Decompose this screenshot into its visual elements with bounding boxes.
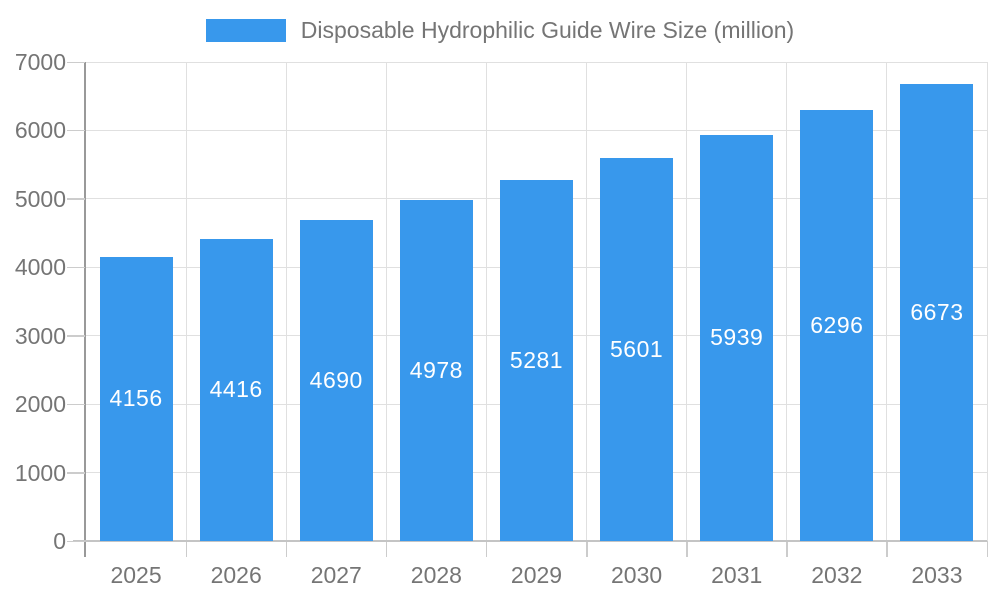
x-axis-tick-label: 2025 xyxy=(110,562,162,588)
y-gridline xyxy=(86,129,987,131)
y-axis-tick xyxy=(67,335,85,337)
y-gridline xyxy=(86,61,987,63)
x-gridline xyxy=(986,62,988,541)
x-axis-tick xyxy=(786,541,788,557)
x-gridline xyxy=(485,62,487,541)
legend-swatch-icon xyxy=(205,19,286,42)
x-axis-tick-label: 2031 xyxy=(711,562,763,588)
plot-area: 4156 4416 4690 4978 5281 5601 5939 6296 6673 xyxy=(73,61,988,557)
x-axis-tick xyxy=(185,541,188,557)
bar-value-label: 5601 xyxy=(610,335,664,362)
x-axis-tick-label: 2030 xyxy=(611,562,663,588)
y-axis-tick xyxy=(67,129,85,132)
x-gridline xyxy=(285,62,287,541)
y-axis-tick-label: 6000 xyxy=(14,117,66,144)
y-axis-tick-label: 1000 xyxy=(14,459,66,486)
y-axis-tick xyxy=(67,472,85,474)
x-gridline xyxy=(786,62,788,541)
y-axis-tick xyxy=(67,266,85,269)
x-axis-tick xyxy=(886,541,888,557)
bar-2030[interactable]: 5601 xyxy=(600,157,674,541)
bar-value-label: 5939 xyxy=(710,324,764,351)
x-axis-tick xyxy=(485,541,488,557)
x-axis-tick xyxy=(686,541,688,557)
x-axis-tick-label: 2028 xyxy=(410,562,462,588)
x-axis-tick xyxy=(285,541,288,557)
bar-value-label: 6296 xyxy=(810,312,864,339)
bar-2028[interactable]: 4978 xyxy=(399,200,473,541)
bar-value-label: 4156 xyxy=(109,385,163,412)
x-axis-tick xyxy=(986,541,988,557)
x-axis-tick xyxy=(586,541,588,557)
y-axis-line xyxy=(84,62,86,557)
y-axis-tick-label: 7000 xyxy=(14,49,66,75)
x-axis-tick-label: 2026 xyxy=(210,562,262,588)
bar-2031[interactable]: 5939 xyxy=(700,134,774,541)
x-axis-tick-label: 2029 xyxy=(510,562,563,588)
bar-value-label: 5281 xyxy=(509,346,564,373)
bar-2026[interactable]: 4416 xyxy=(199,238,273,541)
x-gridline xyxy=(385,62,387,541)
y-axis-tick xyxy=(67,403,85,406)
y-axis-tick xyxy=(67,61,85,63)
bar-2027[interactable]: 4690 xyxy=(299,220,373,541)
y-axis-tick xyxy=(67,540,85,542)
x-gridline xyxy=(686,62,688,541)
x-gridline xyxy=(586,62,588,541)
x-axis-tick-label: 2027 xyxy=(310,562,362,588)
x-axis-tick-label: 2033 xyxy=(911,562,963,588)
y-axis-tick-label: 2000 xyxy=(14,391,66,418)
bar-2029[interactable]: 5281 xyxy=(500,179,573,541)
legend[interactable]: Disposable Hydrophilic Guide Wire Size (… xyxy=(0,17,1000,44)
y-axis-tick xyxy=(67,198,85,200)
bar-2032[interactable]: 6296 xyxy=(800,110,874,541)
y-axis-tick-label: 4000 xyxy=(14,254,66,281)
bar-value-label: 6673 xyxy=(910,299,964,326)
y-axis-tick-label: 0 xyxy=(53,528,66,554)
bar-2033[interactable]: 6673 xyxy=(900,84,974,541)
x-axis-tick-label: 2032 xyxy=(811,562,863,588)
x-axis-tick xyxy=(385,541,388,557)
x-gridline xyxy=(886,62,888,541)
bar-value-label: 4416 xyxy=(209,376,263,403)
y-axis-tick-label: 5000 xyxy=(14,185,66,212)
x-gridline xyxy=(185,62,187,541)
bar-2025[interactable]: 4156 xyxy=(99,256,173,541)
y-axis-tick-label: 3000 xyxy=(14,322,66,349)
legend-series-label: Disposable Hydrophilic Guide Wire Size (… xyxy=(300,17,795,43)
bar-value-label: 4978 xyxy=(409,357,463,384)
bar-value-label: 4690 xyxy=(309,367,363,394)
x-axis-line xyxy=(73,540,987,542)
